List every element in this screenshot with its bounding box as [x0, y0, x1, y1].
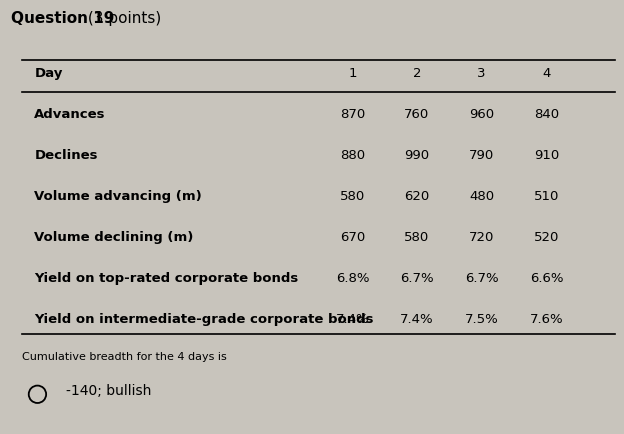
- Text: Declines: Declines: [34, 149, 98, 162]
- Text: 520: 520: [534, 230, 559, 243]
- Text: 6.7%: 6.7%: [400, 271, 434, 284]
- Text: (3 points): (3 points): [83, 11, 161, 26]
- Text: 7.4%: 7.4%: [400, 312, 434, 325]
- Text: 760: 760: [404, 108, 429, 121]
- Text: 790: 790: [469, 149, 494, 162]
- Text: 870: 870: [340, 108, 365, 121]
- Text: 670: 670: [340, 230, 365, 243]
- Text: Yield on intermediate-grade corporate bonds: Yield on intermediate-grade corporate bo…: [34, 312, 374, 325]
- Text: 580: 580: [340, 190, 365, 203]
- Text: Advances: Advances: [34, 108, 106, 121]
- Text: Volume advancing (m): Volume advancing (m): [34, 190, 202, 203]
- Text: 720: 720: [469, 230, 494, 243]
- Text: 2: 2: [412, 67, 421, 80]
- Text: 6.8%: 6.8%: [336, 271, 369, 284]
- Text: 840: 840: [534, 108, 559, 121]
- Text: Yield on top-rated corporate bonds: Yield on top-rated corporate bonds: [34, 271, 298, 284]
- Text: Volume declining (m): Volume declining (m): [34, 230, 193, 243]
- Text: 910: 910: [534, 149, 559, 162]
- Text: 3: 3: [477, 67, 486, 80]
- Text: 4: 4: [542, 67, 551, 80]
- Text: 580: 580: [404, 230, 429, 243]
- Text: 480: 480: [469, 190, 494, 203]
- Text: 620: 620: [404, 190, 429, 203]
- Text: Cumulative breadth for the 4 days is: Cumulative breadth for the 4 days is: [22, 351, 230, 361]
- Text: 7.5%: 7.5%: [465, 312, 499, 325]
- Text: Day: Day: [34, 67, 62, 80]
- Text: 990: 990: [404, 149, 429, 162]
- Text: 6.6%: 6.6%: [530, 271, 563, 284]
- Text: 960: 960: [469, 108, 494, 121]
- Text: 880: 880: [340, 149, 365, 162]
- Text: 7.6%: 7.6%: [530, 312, 563, 325]
- Text: -140; bullish: -140; bullish: [66, 384, 151, 398]
- Text: 7.4%: 7.4%: [336, 312, 369, 325]
- Text: 6.7%: 6.7%: [465, 271, 499, 284]
- Text: 510: 510: [534, 190, 559, 203]
- Text: Question 19: Question 19: [11, 11, 115, 26]
- Text: 1: 1: [348, 67, 357, 80]
